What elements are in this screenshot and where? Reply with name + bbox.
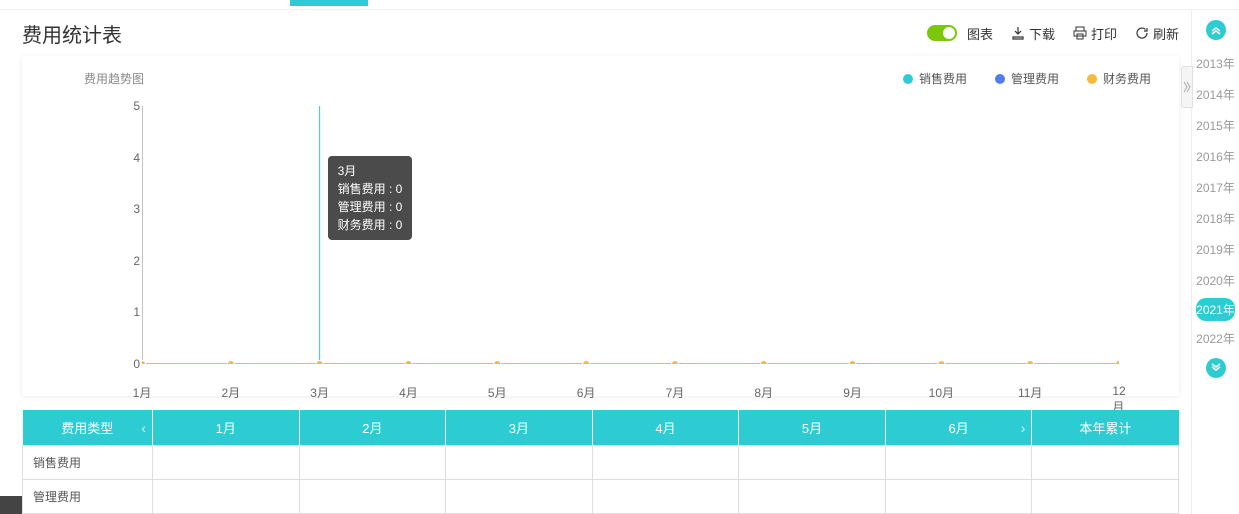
x-tick: 6月 [577,384,596,401]
y-tick: 2 [133,254,140,268]
download-icon [1011,26,1025,40]
year-item[interactable]: 2020年 [1192,265,1239,296]
chevron-right-icon[interactable]: › [1021,420,1026,436]
cell [885,480,1032,514]
cell [446,480,593,514]
year-item[interactable]: 2016年 [1192,141,1239,172]
th-month: 6月› [885,410,1032,446]
refresh-button[interactable]: 刷新 [1135,24,1179,43]
table-row: 销售费用 [23,446,1179,480]
expense-table: 费用类型‹1月2月3月4月5月6月›本年累计销售费用管理费用 [22,410,1179,514]
y-axis: 012345 [116,106,140,364]
cell [592,480,739,514]
toggle-switch-icon[interactable] [927,25,957,41]
legend-label: 财务费用 [1103,70,1151,87]
cell [739,446,886,480]
year-item[interactable]: 2018年 [1192,203,1239,234]
page-title: 费用统计表 [22,19,122,48]
legend-label: 销售费用 [919,70,967,87]
th-month: 4月 [592,410,739,446]
legend-dot-icon [1087,74,1097,84]
row-type: 销售费用 [23,446,153,480]
x-tick: 8月 [754,384,773,401]
download-label: 下载 [1029,24,1055,43]
chevron-up-double-icon [1210,24,1222,36]
download-button[interactable]: 下载 [1011,24,1055,43]
chevron-right-double-icon [1183,81,1191,93]
cell [299,446,446,480]
bottom-left-tab[interactable] [0,496,22,514]
cell-ytd [1032,446,1179,480]
print-button[interactable]: 打印 [1073,24,1117,43]
year-scroll-up[interactable] [1206,20,1226,40]
cell [299,480,446,514]
row-type: 管理费用 [23,480,153,514]
page-header: 费用统计表 图表 下载 打印 刷新 [22,10,1179,56]
cell [153,480,300,514]
x-tick: 1月 [133,384,152,401]
chevron-down-double-icon [1210,362,1222,374]
chart-toggle-label: 图表 [967,24,993,43]
x-tick: 2月 [221,384,240,401]
th-month: 3月 [446,410,593,446]
chart-plot-area: 012345 1月2月3月4月5月6月7月8月9月10月11月12月 3月销售费… [142,106,1119,364]
print-icon [1073,26,1087,40]
legend-label: 管理费用 [1011,70,1059,87]
table-wrap: 费用类型‹1月2月3月4月5月6月›本年累计销售费用管理费用 [22,410,1179,514]
x-tick: 4月 [399,384,418,401]
th-month: 2月 [299,410,446,446]
year-item[interactable]: 2015年 [1192,110,1239,141]
x-tick: 10月 [929,384,954,401]
cell-ytd [1032,480,1179,514]
legend-dot-icon [903,74,913,84]
chart-legend: 销售费用 管理费用 财务费用 [903,70,1151,87]
x-tick: 5月 [488,384,507,401]
y-tick: 3 [133,202,140,216]
y-tick: 4 [133,151,140,165]
table-row: 管理费用 [23,480,1179,514]
cell [592,446,739,480]
cell [739,480,886,514]
legend-item[interactable]: 管理费用 [995,70,1059,87]
legend-item[interactable]: 财务费用 [1087,70,1151,87]
cell [446,446,593,480]
year-scroll-down[interactable] [1206,358,1226,378]
top-tab-strip [0,0,1239,10]
legend-item[interactable]: 销售费用 [903,70,967,87]
year-item[interactable]: 2021年 [1196,298,1235,321]
year-item[interactable]: 2022年 [1192,323,1239,354]
active-tab-indicator [290,0,368,6]
th-month: 5月 [739,410,886,446]
th-ytd: 本年累计 [1032,410,1179,446]
year-item[interactable]: 2014年 [1192,79,1239,110]
main-content: 费用统计表 图表 下载 打印 刷新 [0,10,1191,514]
chart-svg [142,106,1119,364]
th-type: 费用类型‹ [23,410,153,446]
y-tick: 5 [133,99,140,113]
collapse-handle[interactable] [1181,66,1193,108]
chart-toggle[interactable]: 图表 [927,24,993,43]
x-tick: 7月 [666,384,685,401]
chevron-left-icon[interactable]: ‹ [141,420,146,436]
refresh-label: 刷新 [1153,24,1179,43]
y-tick: 1 [133,305,140,319]
year-item[interactable]: 2017年 [1192,172,1239,203]
cell [153,446,300,480]
legend-dot-icon [995,74,1005,84]
year-panel: 2013年2014年2015年2016年2017年2018年2019年2020年… [1191,10,1239,514]
chart-card: 费用趋势图 销售费用管理费用财务费用 012345 1月2月3月4月5月6月7月… [22,56,1179,396]
year-item[interactable]: 2013年 [1192,48,1239,79]
th-month: 1月 [153,410,300,446]
x-tick: 11月 [1018,384,1042,401]
year-item[interactable]: 2019年 [1192,234,1239,265]
y-tick: 0 [133,357,140,371]
refresh-icon [1135,26,1149,40]
x-tick: 9月 [843,384,862,401]
x-tick: 3月 [310,384,329,401]
print-label: 打印 [1091,24,1117,43]
cell [885,446,1032,480]
